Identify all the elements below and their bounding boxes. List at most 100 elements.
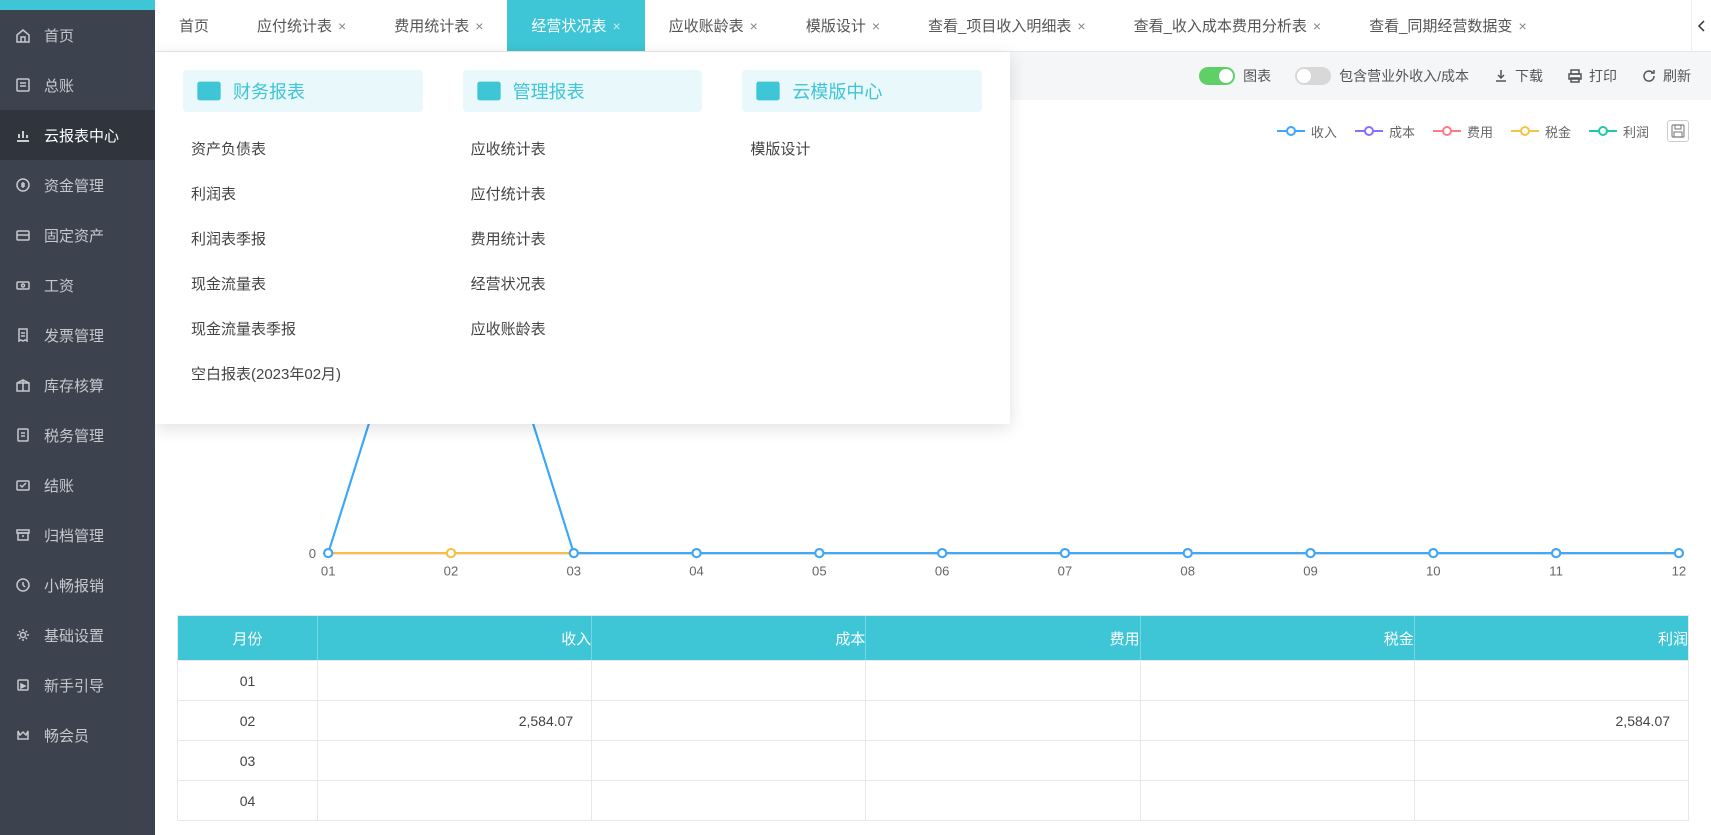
- sidebar-item-guide[interactable]: 新手引导: [0, 660, 155, 710]
- sidebar-item-member[interactable]: 畅会员: [0, 710, 155, 760]
- cell-tax: [1141, 781, 1415, 820]
- table-column-header: 税金: [1141, 616, 1415, 660]
- legend-item[interactable]: 收入: [1277, 122, 1337, 141]
- tab-receivable-age[interactable]: 应收账龄表 ×: [645, 0, 782, 51]
- tab-close-icon[interactable]: ×: [475, 18, 483, 34]
- cell-expense: [866, 741, 1140, 780]
- table-row: 03: [178, 740, 1688, 780]
- inventory-icon: [14, 376, 32, 394]
- svg-text:01: 01: [321, 563, 336, 578]
- mega-item[interactable]: 现金流量表: [183, 261, 423, 306]
- tab-template[interactable]: 模版设计×: [782, 0, 904, 51]
- sidebar-item-label: 小畅报销: [44, 575, 104, 596]
- sidebar-item-label: 发票管理: [44, 325, 104, 346]
- legend-label: 费用: [1467, 122, 1493, 141]
- print-button[interactable]: 打印: [1567, 66, 1617, 86]
- chart-icon: [14, 126, 32, 144]
- svg-text:10: 10: [1426, 563, 1441, 578]
- mega-item[interactable]: 利润表: [183, 171, 423, 216]
- sidebar-item-archive[interactable]: 归档管理: [0, 510, 155, 560]
- legend-label: 成本: [1389, 122, 1415, 141]
- cell-month: 04: [178, 781, 318, 820]
- sidebar-item-label: 税务管理: [44, 425, 104, 446]
- sidebar-item-fund[interactable]: 资金管理: [0, 160, 155, 210]
- salary-icon: [14, 276, 32, 294]
- mega-column: 管理报表 应收统计表应付统计表费用统计表经营状况表应收账龄表: [463, 70, 703, 396]
- chart-toggle[interactable]: [1199, 67, 1235, 85]
- sidebar-item-label: 资金管理: [44, 175, 104, 196]
- cell-cost: [592, 781, 866, 820]
- sidebar-item-closing[interactable]: 结账: [0, 460, 155, 510]
- sidebar-item-invoice[interactable]: 发票管理: [0, 310, 155, 360]
- tab-close-icon[interactable]: ×: [1313, 18, 1321, 34]
- mega-item[interactable]: 资产负债表: [183, 126, 423, 171]
- tab-view-period[interactable]: 查看_同期经营数据变 ×: [1345, 0, 1551, 51]
- mega-item[interactable]: 模版设计: [742, 126, 982, 171]
- tab-payable[interactable]: 应付统计表 ×: [233, 0, 370, 51]
- sidebar-item-inventory[interactable]: 库存核算: [0, 360, 155, 410]
- mega-column-header: 管理报表: [463, 70, 703, 112]
- mega-column-title: 管理报表: [513, 78, 585, 104]
- refresh-button[interactable]: 刷新: [1641, 66, 1691, 86]
- cell-tax: [1141, 661, 1415, 700]
- table-row: 02 2,584.07 2,584.07: [178, 700, 1688, 740]
- tab-close-icon[interactable]: ×: [872, 18, 880, 34]
- tab-expense-stat[interactable]: 费用统计表 ×: [370, 0, 507, 51]
- tab-label: 查看_同期经营数据变: [1369, 15, 1512, 36]
- svg-text:11: 11: [1549, 563, 1563, 578]
- sidebar-item-ledger[interactable]: 总账: [0, 60, 155, 110]
- tab-close-icon[interactable]: ×: [750, 18, 758, 34]
- table-row: 01: [178, 660, 1688, 700]
- tab-view-cost[interactable]: 查看_收入成本费用分析表 ×: [1110, 0, 1346, 51]
- sidebar-item-home[interactable]: 首页: [0, 10, 155, 60]
- sidebar-item-expense[interactable]: 小畅报销: [0, 560, 155, 610]
- svg-text:02: 02: [444, 563, 459, 578]
- tab-label: 查看_收入成本费用分析表: [1134, 15, 1307, 36]
- cell-profit: [1415, 661, 1688, 700]
- mega-item[interactable]: 空白报表(2023年02月): [183, 351, 423, 396]
- tab-label: 经营状况表: [531, 15, 606, 36]
- svg-text:08: 08: [1180, 563, 1195, 578]
- mega-item[interactable]: 应收账龄表: [463, 306, 703, 351]
- sidebar-item-tax[interactable]: 税务管理: [0, 410, 155, 460]
- sidebar-item-report-center[interactable]: 云报表中心: [0, 110, 155, 160]
- cell-income: [318, 661, 592, 700]
- sidebar-item-salary[interactable]: 工资: [0, 260, 155, 310]
- table-column-header: 成本: [592, 616, 866, 660]
- mega-item[interactable]: 应付统计表: [463, 171, 703, 216]
- mega-column-header: 云模版中心: [742, 70, 982, 112]
- tab-label: 费用统计表: [394, 15, 469, 36]
- mega-item[interactable]: 经营状况表: [463, 261, 703, 306]
- sidebar-item-settings[interactable]: 基础设置: [0, 610, 155, 660]
- mega-item[interactable]: 应收统计表: [463, 126, 703, 171]
- include-nonop-toggle[interactable]: [1295, 67, 1331, 85]
- tabs-scroll-arrow[interactable]: [1691, 0, 1711, 51]
- tab-home[interactable]: 首页: [155, 0, 233, 51]
- legend-item[interactable]: 费用: [1433, 122, 1493, 141]
- refresh-label: 刷新: [1663, 66, 1691, 86]
- chart-legend: 收入 成本 费用税金利润: [1277, 120, 1689, 142]
- sidebar-item-asset[interactable]: 固定资产: [0, 210, 155, 260]
- tab-close-icon[interactable]: ×: [1077, 18, 1085, 34]
- sidebar-item-label: 基础设置: [44, 625, 104, 646]
- mega-item[interactable]: 现金流量表季报: [183, 306, 423, 351]
- legend-item[interactable]: 税金: [1511, 122, 1571, 141]
- tab-view-project[interactable]: 查看_项目收入明细表×: [904, 0, 1110, 51]
- tab-close-icon[interactable]: ×: [1518, 18, 1526, 34]
- tab-close-icon[interactable]: ×: [338, 18, 346, 34]
- sidebar: 首页总账云报表中心资金管理固定资产工资发票管理库存核算税务管理结账归档管理小畅报…: [0, 0, 155, 835]
- mega-item[interactable]: 费用统计表: [463, 216, 703, 261]
- cell-month: 03: [178, 741, 318, 780]
- legend-marker-icon: [1433, 125, 1461, 137]
- include-nonop-label: 包含营业外收入/成本: [1339, 66, 1469, 86]
- mega-item[interactable]: 利润表季报: [183, 216, 423, 261]
- table-column-header: 费用: [866, 616, 1140, 660]
- tab-label: 应收账龄表: [669, 15, 744, 36]
- tab-close-icon[interactable]: ×: [612, 18, 620, 34]
- tab-operating[interactable]: 经营状况表 ×: [507, 0, 644, 51]
- chart-save-button[interactable]: [1667, 120, 1689, 142]
- tab-label: 应付统计表: [257, 15, 332, 36]
- legend-item[interactable]: 成本: [1355, 122, 1415, 141]
- legend-item[interactable]: 利润: [1589, 122, 1649, 141]
- download-button[interactable]: 下载: [1493, 66, 1543, 86]
